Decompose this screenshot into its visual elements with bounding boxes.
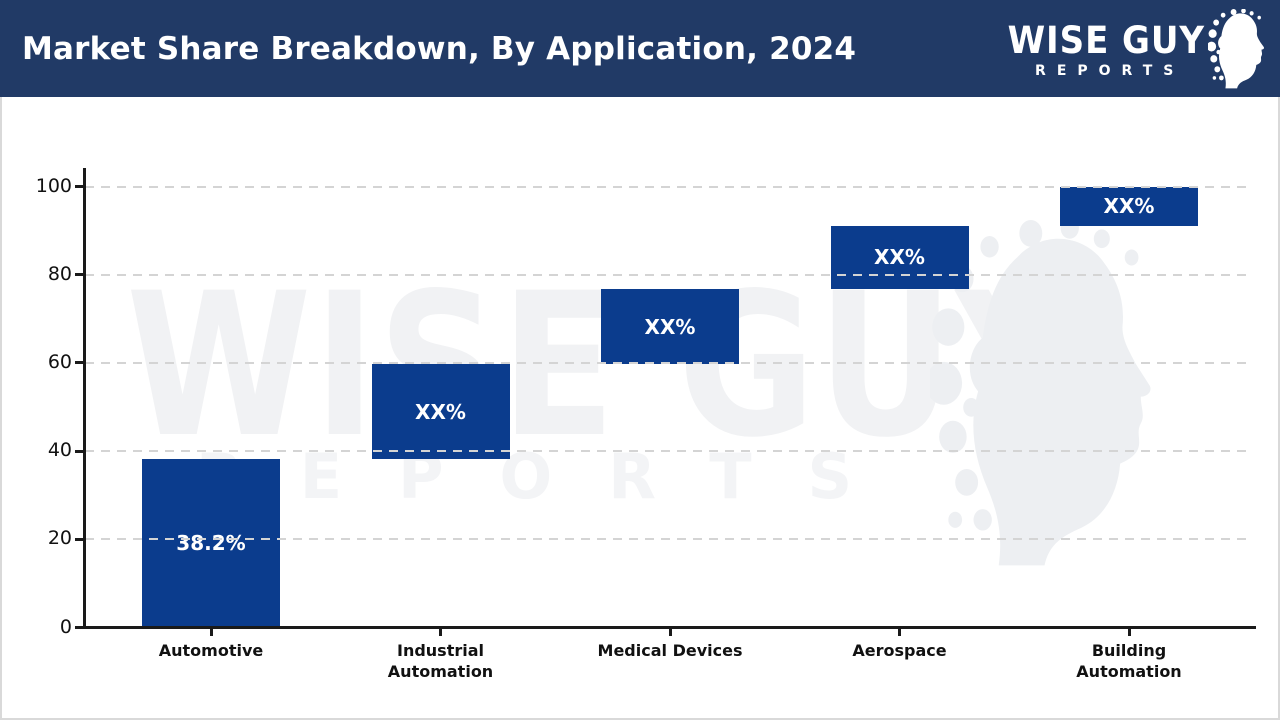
bar-aerospace: XX% — [830, 226, 969, 289]
bar-industrial-automation: XX% — [371, 364, 510, 460]
y-tick-40 — [75, 449, 83, 453]
y-tick-label-40: 40 — [47, 439, 72, 462]
logo-text: WISE GUY REPORTS — [999, 19, 1214, 79]
y-tick-label-80: 80 — [47, 262, 72, 285]
y-tick-60 — [75, 361, 83, 365]
page-border-left — [0, 97, 2, 720]
bar-value-label-automotive: 38.2% — [176, 531, 246, 556]
gridline-40 — [85, 450, 1253, 453]
logo-subtitle: REPORTS — [1035, 63, 1185, 79]
x-axis-line — [83, 626, 1256, 629]
bar-medical-devices: XX% — [601, 288, 739, 365]
wise-guy-reports-logo: WISE GUY REPORTS — [999, 4, 1272, 94]
y-tick-label-100: 100 — [35, 174, 72, 197]
x-tick-label-medical-devices: Medical Devices — [597, 641, 743, 660]
page-border-bottom — [0, 718, 1280, 720]
gridline-100 — [85, 185, 1253, 188]
logo-wordmark: WISE GUY — [1007, 19, 1206, 62]
x-tick-label-automotive: Automotive — [158, 641, 264, 660]
head-silhouette-icon — [1208, 9, 1265, 89]
y-tick-label-0: 0 — [59, 615, 72, 638]
header-bar: Market Share Breakdown, By Application, … — [0, 0, 1280, 97]
bar-value-label-building-automation: XX% — [1103, 194, 1155, 219]
x-tick-industrial-automation — [439, 629, 442, 636]
page-title: Market Share Breakdown, By Application, … — [22, 30, 857, 67]
x-tick-automotive — [209, 629, 213, 636]
gridline-80 — [85, 273, 1253, 276]
x-tick-medical-devices — [668, 629, 672, 636]
y-axis-line — [83, 168, 86, 628]
y-tick-20 — [75, 537, 83, 541]
bar-value-label-medical-devices: XX% — [644, 314, 696, 339]
y-tick-label-20: 20 — [47, 527, 72, 550]
y-tick-80 — [75, 273, 83, 277]
y-tick-label-60: 60 — [47, 350, 72, 373]
bar-automotive: 38.2% — [142, 459, 280, 628]
bar-building-automation: XX% — [1060, 186, 1198, 227]
x-tick-building-automation — [1127, 629, 1131, 636]
bar-value-label-industrial-automation: XX% — [415, 399, 466, 424]
x-tick-label-aerospace: Aerospace — [852, 641, 947, 660]
gridline-60 — [85, 361, 1253, 364]
x-tick-label-building-automation: Building Automation — [1076, 641, 1182, 682]
x-tick-aerospace — [898, 629, 901, 636]
y-tick-100 — [75, 185, 83, 188]
x-tick-label-industrial-automation: Industrial Automation — [387, 641, 494, 682]
gridline-20 — [85, 538, 1253, 541]
y-tick-0 — [75, 626, 83, 629]
plot-area: 38.2% Automotive XX% Industrial Automation XX… — [0, 97, 1280, 720]
watermark-subtitle: REPORTS — [196, 440, 909, 513]
bar-value-label-aerospace: XX% — [874, 245, 925, 270]
page-border-right — [1278, 97, 1280, 720]
